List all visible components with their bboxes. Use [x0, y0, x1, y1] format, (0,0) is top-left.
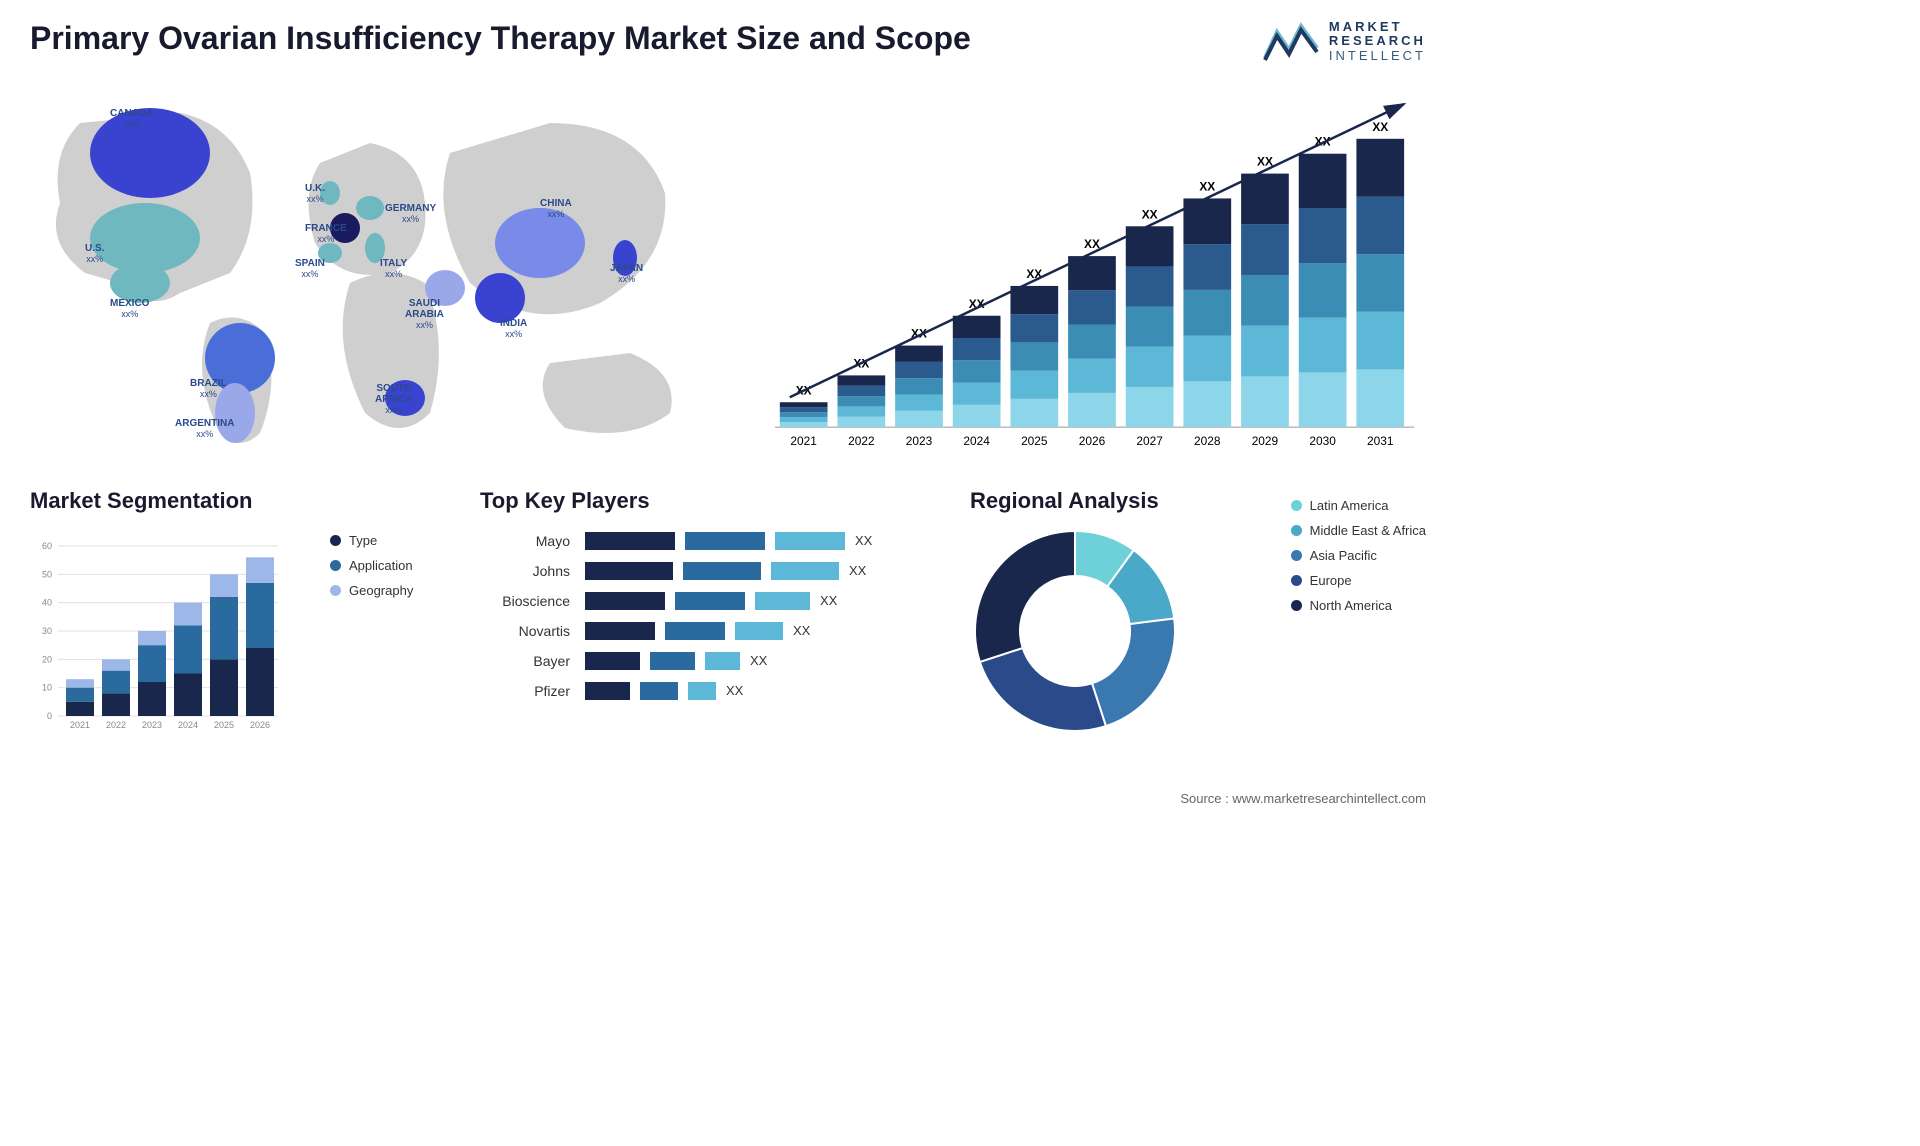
players-bars: XXXXXXXXXXXX	[585, 526, 940, 706]
svg-text:0: 0	[47, 711, 52, 721]
legend-item: Middle East & Africa	[1291, 523, 1426, 538]
svg-text:XX: XX	[1372, 120, 1388, 134]
players-labels: MayoJohnsBioscienceNovartisBayerPfizer	[480, 526, 570, 706]
players-title: Top Key Players	[480, 488, 940, 514]
map-label-china: CHINAxx%	[540, 198, 572, 220]
svg-text:30: 30	[42, 626, 52, 636]
map-label-france: FRANCExx%	[305, 223, 347, 245]
legend-item: Application	[330, 558, 450, 573]
players-panel: Top Key Players MayoJohnsBioscienceNovar…	[480, 488, 940, 748]
logo: MARKET RESEARCH INTELLECT	[1263, 20, 1426, 63]
logo-icon	[1263, 20, 1319, 62]
player-label: Bioscience	[480, 586, 570, 616]
regional-legend: Latin America Middle East & Africa Asia Pa…	[1291, 488, 1426, 748]
svg-text:50: 50	[42, 569, 52, 579]
svg-text:2031: 2031	[1367, 434, 1394, 448]
regional-donut	[970, 526, 1180, 736]
svg-text:2026: 2026	[1079, 434, 1106, 448]
svg-text:2021: 2021	[70, 720, 90, 730]
segmentation-chart: 0 10 20 30 40 50 60 2021 2022 2023 2024 2025 2026	[30, 526, 290, 736]
svg-text:XX: XX	[1199, 179, 1215, 193]
player-row: XX	[585, 586, 940, 616]
player-row: XX	[585, 526, 940, 556]
map-label-mexico: MEXICOxx%	[110, 298, 149, 320]
player-row: XX	[585, 646, 940, 676]
player-label: Novartis	[480, 616, 570, 646]
svg-text:2030: 2030	[1309, 434, 1336, 448]
player-label: Mayo	[480, 526, 570, 556]
segmentation-panel: Market Segmentation 0 10 20 30 40 50 60 2021 202…	[30, 488, 450, 748]
svg-text:2024: 2024	[963, 434, 990, 448]
svg-text:2025: 2025	[1021, 434, 1048, 448]
page-title: Primary Ovarian Insufficiency Therapy Ma…	[30, 20, 971, 57]
regional-title: Regional Analysis	[970, 488, 1276, 514]
world-map: CANADAxx% U.S.xx% MEXICOxx% BRAZILxx% ARGENT…	[30, 83, 710, 463]
player-label: Johns	[480, 556, 570, 586]
svg-text:2024: 2024	[178, 720, 198, 730]
player-row: XX	[585, 676, 940, 706]
segmentation-legend: Type Application Geography	[330, 488, 450, 748]
player-label: Pfizer	[480, 676, 570, 706]
player-label: Bayer	[480, 646, 570, 676]
svg-text:60: 60	[42, 541, 52, 551]
svg-text:2021: 2021	[790, 434, 817, 448]
map-label-germany: GERMANYxx%	[385, 203, 436, 225]
svg-text:2029: 2029	[1252, 434, 1279, 448]
svg-text:2028: 2028	[1194, 434, 1221, 448]
legend-item: Europe	[1291, 573, 1426, 588]
map-label-saudi-arabia: SAUDIARABIAxx%	[405, 298, 444, 331]
map-label-south-africa: SOUTHAFRICAxx%	[375, 383, 413, 416]
svg-text:2022: 2022	[848, 434, 875, 448]
regional-panel: Regional Analysis Latin America Middle Ea…	[970, 488, 1426, 748]
svg-text:2025: 2025	[214, 720, 234, 730]
map-label-brazil: BRAZILxx%	[190, 378, 227, 400]
map-svg	[30, 83, 710, 463]
map-label-italy: ITALYxx%	[380, 258, 407, 280]
svg-text:10: 10	[42, 683, 52, 693]
player-row: XX	[585, 556, 940, 586]
map-label-canada: CANADAxx%	[110, 108, 153, 130]
legend-item: Latin America	[1291, 498, 1426, 513]
svg-text:XX: XX	[1142, 207, 1158, 221]
map-label-japan: JAPANxx%	[610, 263, 643, 285]
svg-text:2027: 2027	[1136, 434, 1163, 448]
legend-item: Geography	[330, 583, 450, 598]
svg-text:2026: 2026	[250, 720, 270, 730]
map-label-u-s-: U.S.xx%	[85, 243, 104, 265]
svg-text:20: 20	[42, 654, 52, 664]
legend-item: North America	[1291, 598, 1426, 613]
map-label-u-k-: U.K.xx%	[305, 183, 325, 205]
map-label-india: INDIAxx%	[500, 318, 527, 340]
player-row: XX	[585, 616, 940, 646]
legend-item: Asia Pacific	[1291, 548, 1426, 563]
svg-text:2023: 2023	[142, 720, 162, 730]
svg-text:2023: 2023	[906, 434, 933, 448]
svg-text:40: 40	[42, 598, 52, 608]
map-label-spain: SPAINxx%	[295, 258, 325, 280]
logo-text: MARKET RESEARCH INTELLECT	[1329, 20, 1426, 63]
segmentation-title: Market Segmentation	[30, 488, 310, 514]
map-label-argentina: ARGENTINAxx%	[175, 418, 234, 440]
legend-item: Type	[330, 533, 450, 548]
svg-text:2022: 2022	[106, 720, 126, 730]
source-text: Source : www.marketresearchintellect.com	[1180, 791, 1426, 806]
growth-chart: 2021XX2022XX2023XX2024XX2025XX2026XX2027…	[750, 83, 1426, 463]
